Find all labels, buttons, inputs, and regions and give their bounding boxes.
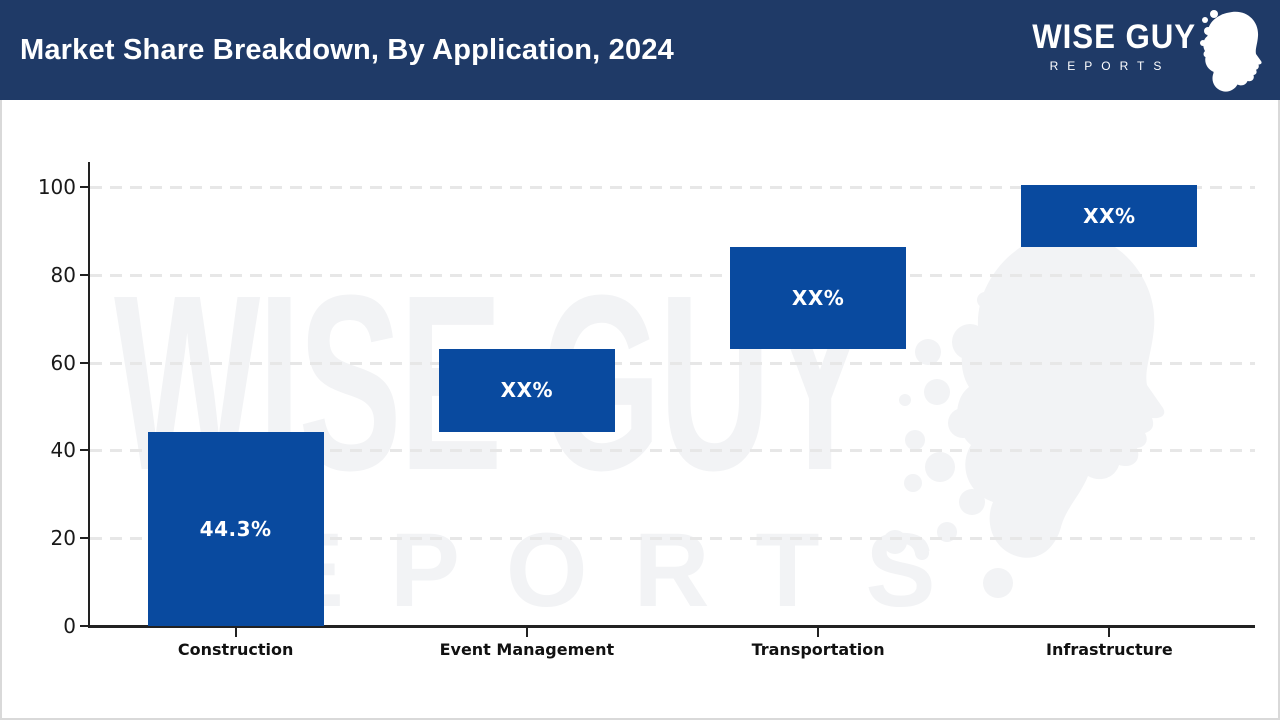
header-bar: Market Share Breakdown, By Application, … [0, 0, 1280, 100]
y-tick-mark [80, 449, 90, 452]
bar-construction: 44.3% [147, 431, 324, 626]
y-tick-label: 20 [50, 526, 76, 551]
chart-canvas: WISE GUY REPORTS 0 20 40 60 80 100 44.3% Constr… [0, 100, 1280, 720]
y-tick-mark [80, 537, 90, 540]
page-title: Market Share Breakdown, By Application, … [20, 33, 674, 66]
bar-value-label: XX% [791, 285, 845, 310]
x-category-label: Event Management [439, 640, 615, 659]
gridline-y-100 [90, 186, 1255, 189]
bar-transportation: XX% [730, 246, 907, 349]
logo-head-icon [1200, 10, 1262, 92]
y-tick-mark [80, 625, 90, 627]
y-tick-mark [80, 273, 90, 276]
logo-subtitle: REPORTS [1049, 59, 1171, 73]
y-tick-mark [80, 361, 90, 364]
gridline-y-60 [90, 361, 1255, 365]
y-axis-line [88, 162, 90, 628]
bar-value-label: XX% [1083, 203, 1136, 228]
x-tick-mark [525, 628, 528, 637]
bar-value-label: 44.3% [199, 516, 272, 541]
x-axis-line [88, 625, 1255, 628]
logo-wordmark: WISE GUY [1032, 18, 1196, 56]
x-tick-mark [234, 628, 237, 637]
watermark-head-icon [883, 231, 1165, 598]
gridline-y-20 [90, 537, 1255, 541]
y-tick-label: 40 [50, 438, 76, 463]
bar-infrastructure: XX% [1021, 184, 1198, 247]
y-tick-mark [80, 186, 90, 188]
wise-guy-logo: WISE GUY REPORTS [1022, 4, 1262, 96]
x-category-label: Infrastructure [1046, 640, 1173, 659]
logo-text: WISE GUY REPORTS [1018, 18, 1196, 73]
x-category-label: Construction [177, 640, 294, 659]
x-category-label: Transportation [751, 640, 885, 659]
gridline-y-80 [90, 273, 1255, 277]
bar-event-management: XX% [438, 348, 615, 432]
bar-value-label: XX% [500, 378, 554, 403]
gridline-y-40 [90, 449, 1255, 453]
y-tick-label: 100 [37, 175, 76, 199]
x-tick-mark [817, 628, 820, 637]
y-tick-label: 0 [63, 614, 76, 638]
y-tick-label: 60 [50, 350, 76, 375]
y-tick-label: 80 [50, 262, 76, 287]
x-tick-mark [1108, 628, 1111, 637]
